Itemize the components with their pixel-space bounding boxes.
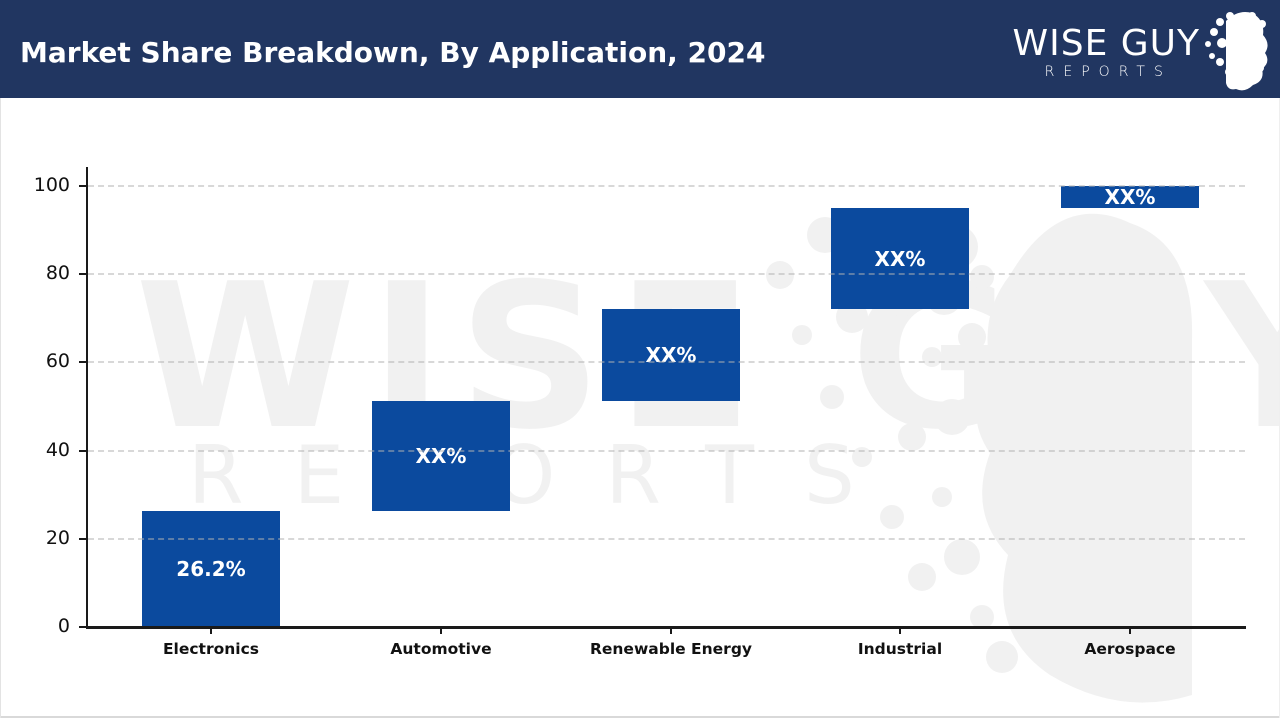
bar-value-label-aerospace: XX% [1104, 185, 1156, 210]
dotted-face-icon [1205, 12, 1268, 91]
brand-name-text: WISE GUY [1012, 23, 1200, 64]
y-tick-mark [79, 626, 87, 628]
page-title: Market Share Breakdown, By Application, … [20, 36, 766, 69]
x-tick-mark [899, 627, 901, 634]
page-bottom-border [0, 716, 1280, 718]
gridline [88, 537, 1245, 540]
y-tick-mark [79, 273, 87, 276]
y-tick-mark [79, 361, 87, 364]
header-bar: Market Share Breakdown, By Application, … [0, 0, 1280, 98]
y-tick-mark [79, 185, 87, 187]
x-category-label-aerospace: Aerospace [1084, 640, 1176, 658]
x-tick-mark [1129, 627, 1131, 634]
bar-aerospace: XX% [1061, 185, 1199, 210]
y-tick-label: 100 [33, 174, 70, 196]
bar-automotive: XX% [372, 401, 510, 512]
bar-value-label-industrial: XX% [874, 246, 926, 271]
y-tick-label: 40 [45, 438, 70, 461]
gridline [88, 449, 1245, 452]
y-tick-label: 0 [57, 615, 70, 637]
y-tick-label: 20 [45, 526, 70, 549]
y-tick-mark [79, 449, 87, 452]
x-tick-mark [670, 627, 672, 634]
bar-value-label-automotive: XX% [415, 444, 467, 469]
x-category-label-industrial: Industrial [857, 640, 943, 658]
bar-value-label-electronics: 26.2% [176, 557, 246, 582]
bar-renewable-energy: XX% [602, 309, 740, 402]
bar-industrial: XX% [831, 208, 969, 310]
y-tick-mark [79, 537, 87, 540]
x-category-label-renewable-energy: Renewable Energy [589, 640, 753, 658]
bar-value-label-renewable-energy: XX% [645, 343, 697, 368]
gridline [88, 185, 1245, 187]
y-axis-line [86, 167, 88, 629]
gridline [88, 273, 1245, 276]
watermark-subtitle-text: REPORTS [188, 429, 905, 522]
x-axis-line [86, 626, 1246, 629]
page-left-border [0, 98, 1, 718]
y-tick-label: 60 [45, 350, 70, 373]
brand-subtitle-text: REPORTS [1044, 64, 1172, 80]
gridline [88, 361, 1245, 364]
bar-electronics: 26.2% [142, 511, 280, 627]
x-category-label-electronics: Electronics [162, 640, 260, 658]
x-tick-mark [210, 627, 212, 634]
x-tick-mark [440, 627, 442, 634]
x-category-label-automotive: Automotive [390, 640, 492, 658]
y-tick-label: 80 [45, 262, 70, 285]
brand-logo: WISE GUY REPORTS [1008, 6, 1268, 94]
brand-wordmark: WISE GUY REPORTS [1012, 23, 1201, 81]
